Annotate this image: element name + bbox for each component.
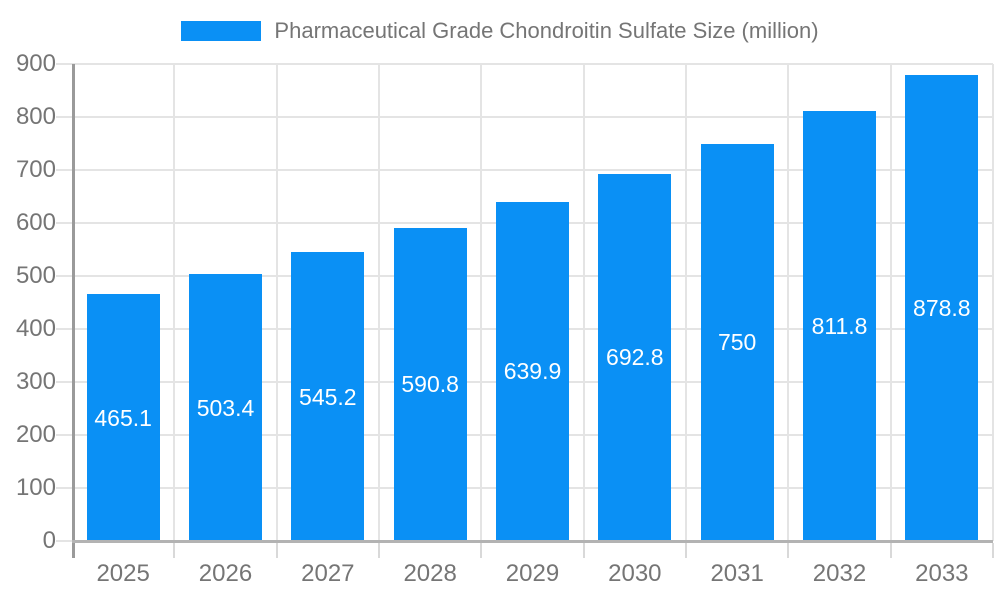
y-axis-tick-label: 900 xyxy=(15,50,56,77)
x-axis-tick xyxy=(173,543,176,558)
y-axis-tick-label: 800 xyxy=(15,103,56,130)
legend-swatch-icon xyxy=(181,21,262,41)
y-axis-tick xyxy=(56,63,72,65)
bar[interactable]: 503.4 xyxy=(189,274,262,541)
bar[interactable]: 545.2 xyxy=(291,252,365,541)
y-axis-tick xyxy=(56,116,72,118)
gridline-vertical xyxy=(582,64,585,541)
bar-value-label: 545.2 xyxy=(299,383,357,410)
x-axis-category-label: 2028 xyxy=(403,560,457,587)
bar-value-label: 750 xyxy=(717,329,757,356)
y-axis-tick xyxy=(56,381,72,383)
bar[interactable]: 639.9 xyxy=(496,201,569,541)
y-axis-tick-label: 200 xyxy=(15,421,56,448)
gridline-vertical xyxy=(685,64,687,541)
gridline-vertical xyxy=(275,64,278,541)
x-axis-tick xyxy=(275,543,278,558)
legend[interactable]: Pharmaceutical Grade Chondroitin Sulfate… xyxy=(0,18,1000,44)
bar-value-label: 503.4 xyxy=(196,394,255,421)
gridline-horizontal xyxy=(72,63,993,65)
bar[interactable]: 878.8 xyxy=(905,75,979,541)
y-axis-tick xyxy=(56,222,72,224)
bar[interactable]: 692.8 xyxy=(598,173,672,541)
gridline-vertical xyxy=(173,64,176,541)
gridline-vertical xyxy=(889,64,892,541)
bar-value-label: 692.8 xyxy=(606,344,664,371)
gridline-horizontal xyxy=(72,116,993,118)
x-axis-tick xyxy=(889,543,892,558)
x-axis-tick xyxy=(787,543,790,558)
bar-value-label: 639.9 xyxy=(503,358,562,385)
y-axis-tick-label: 700 xyxy=(15,156,56,183)
x-axis-category-label: 2030 xyxy=(608,560,662,587)
y-axis-tick-label: 500 xyxy=(15,262,56,289)
bar-value-label: 878.8 xyxy=(913,295,971,322)
legend-label: Pharmaceutical Grade Chondroitin Sulfate… xyxy=(274,18,819,43)
gridline-horizontal xyxy=(72,169,993,171)
x-axis-category-label: 2033 xyxy=(915,560,969,587)
gridline-vertical xyxy=(787,64,790,541)
bar-value-label: 590.8 xyxy=(401,371,459,398)
y-axis-tick-label: 100 xyxy=(15,474,56,501)
bar[interactable]: 811.8 xyxy=(803,110,876,541)
bar[interactable]: 465.1 xyxy=(86,294,160,541)
bar[interactable]: 750 xyxy=(700,143,774,541)
y-axis-tick xyxy=(56,487,72,489)
x-axis-tick xyxy=(685,543,687,558)
x-axis-tick xyxy=(378,543,380,558)
x-axis-category-label: 2026 xyxy=(198,560,253,587)
x-axis-category-label: 2025 xyxy=(96,560,150,587)
y-axis-tick-label: 600 xyxy=(15,209,56,236)
bar-value-label: 465.1 xyxy=(94,404,152,431)
x-axis-category-label: 2027 xyxy=(301,560,355,587)
y-axis-tick-label: 300 xyxy=(15,368,56,395)
y-axis-tick xyxy=(56,434,72,436)
y-axis-tick-label: 400 xyxy=(15,315,56,342)
bar[interactable]: 590.8 xyxy=(393,227,467,541)
bar-value-label: 811.8 xyxy=(811,312,868,339)
y-axis-tick xyxy=(56,275,72,277)
gridline-vertical xyxy=(378,64,380,541)
x-axis-category-label: 2029 xyxy=(505,560,560,587)
gridline-vertical xyxy=(480,64,483,541)
y-axis-tick xyxy=(56,169,72,171)
y-axis-line xyxy=(72,64,75,558)
x-axis-category-label: 2032 xyxy=(812,560,867,587)
gridline-vertical xyxy=(992,64,994,541)
x-axis-line xyxy=(72,540,993,543)
y-axis-tick xyxy=(56,328,72,330)
x-axis-tick xyxy=(992,543,994,558)
x-axis-category-label: 2031 xyxy=(710,560,764,587)
x-axis-tick xyxy=(582,543,585,558)
x-axis-tick xyxy=(480,543,483,558)
y-axis-tick xyxy=(56,540,72,542)
y-axis-tick-label: 0 xyxy=(42,527,56,554)
